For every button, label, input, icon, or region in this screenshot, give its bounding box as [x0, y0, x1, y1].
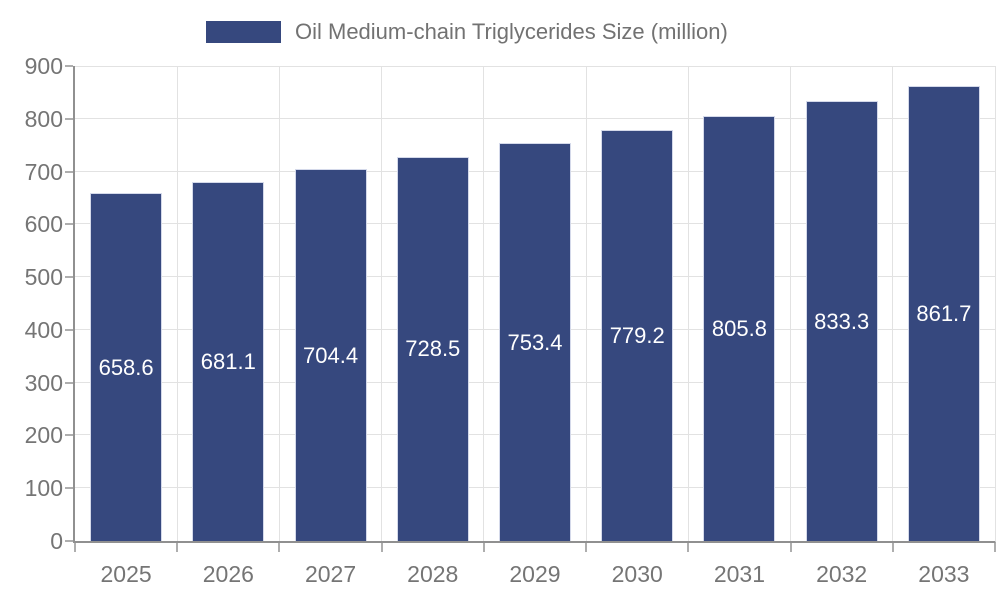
y-axis-tick [65, 170, 73, 173]
bar-2025[interactable]: 658.6 [90, 193, 163, 541]
x-axis-label: 2029 [509, 561, 561, 587]
y-axis-label: 800 [24, 105, 63, 132]
bar-2030[interactable]: 779.2 [601, 129, 674, 541]
y-axis-label: 200 [24, 422, 63, 449]
legend-label: Oil Medium-chain Triglycerides Size (mil… [295, 19, 728, 44]
y-axis-label: 600 [24, 211, 63, 238]
x-gridline [483, 66, 485, 541]
x-gridline [278, 66, 280, 541]
x-axis-label: 2028 [407, 561, 459, 587]
y-gridline [75, 117, 995, 119]
y-axis-label: 700 [24, 158, 63, 185]
x-axis-tick [176, 543, 179, 552]
y-axis-tick [65, 381, 73, 384]
x-axis-tick [482, 543, 485, 552]
x-axis-label: 2033 [918, 561, 970, 587]
x-axis-tick [994, 543, 996, 552]
x-axis-tick [789, 543, 792, 552]
y-axis-label: 100 [24, 475, 63, 502]
bar-2033[interactable]: 861.7 [907, 86, 980, 541]
bar-2031[interactable]: 805.8 [703, 115, 776, 541]
y-axis-label: 400 [24, 316, 63, 343]
y-gridline [75, 66, 995, 67]
x-axis-tick [380, 543, 383, 552]
x-gridline [381, 66, 383, 541]
x-gridline [687, 66, 689, 541]
y-axis-tick [65, 540, 73, 542]
y-axis-tick [65, 65, 73, 67]
bar-2029[interactable]: 753.4 [499, 143, 571, 541]
y-axis-tick [65, 487, 73, 490]
x-axis-tick [278, 543, 281, 552]
y-axis-label: 300 [24, 369, 63, 396]
bar-2032[interactable]: 833.3 [805, 101, 878, 541]
y-axis-tick [65, 434, 73, 437]
bar-value-label: 861.7 [916, 301, 972, 327]
bar-value-label: 805.8 [711, 315, 767, 341]
x-axis-tick [687, 543, 690, 552]
plot-area: 658.6 681.1 704.4 728.5 753.4 779.2 805.8 833.3… [73, 66, 996, 543]
x-gridline [176, 66, 178, 541]
bar-value-label: 779.2 [609, 322, 665, 348]
x-axis-tick [585, 543, 588, 552]
bar-value-label: 728.5 [405, 336, 461, 362]
bar-2026[interactable]: 681.1 [192, 181, 265, 541]
x-gridline [892, 66, 894, 541]
legend-swatch [206, 21, 281, 43]
y-axis-label: 900 [24, 53, 63, 79]
x-gridline [790, 66, 792, 541]
x-axis-label: 2027 [304, 561, 357, 587]
legend[interactable]: Oil Medium-chain Triglycerides Size (mil… [206, 19, 728, 45]
x-axis-label: 2032 [816, 561, 868, 587]
bar-value-label: 753.4 [507, 329, 563, 355]
bar-value-label: 704.4 [303, 342, 359, 368]
x-axis-tick [74, 543, 76, 552]
x-gridline [585, 66, 587, 541]
x-axis-label: 2026 [202, 561, 254, 587]
y-axis-label: 0 [50, 528, 63, 554]
x-axis-label: 2031 [713, 561, 766, 587]
bar-2027[interactable]: 704.4 [294, 169, 367, 541]
bar-value-label: 658.6 [98, 354, 154, 380]
y-axis-tick [65, 117, 73, 120]
x-axis-tick [891, 543, 894, 552]
x-axis-label: 2025 [100, 561, 152, 587]
bar-2028[interactable]: 728.5 [396, 156, 469, 541]
y-axis-label: 500 [24, 264, 63, 291]
bar-value-label: 833.3 [814, 308, 870, 334]
y-axis-tick [65, 276, 73, 279]
bar-value-label: 681.1 [200, 348, 256, 374]
y-axis-tick [65, 223, 73, 226]
x-axis-label: 2030 [611, 561, 663, 587]
y-axis-tick [65, 328, 73, 331]
